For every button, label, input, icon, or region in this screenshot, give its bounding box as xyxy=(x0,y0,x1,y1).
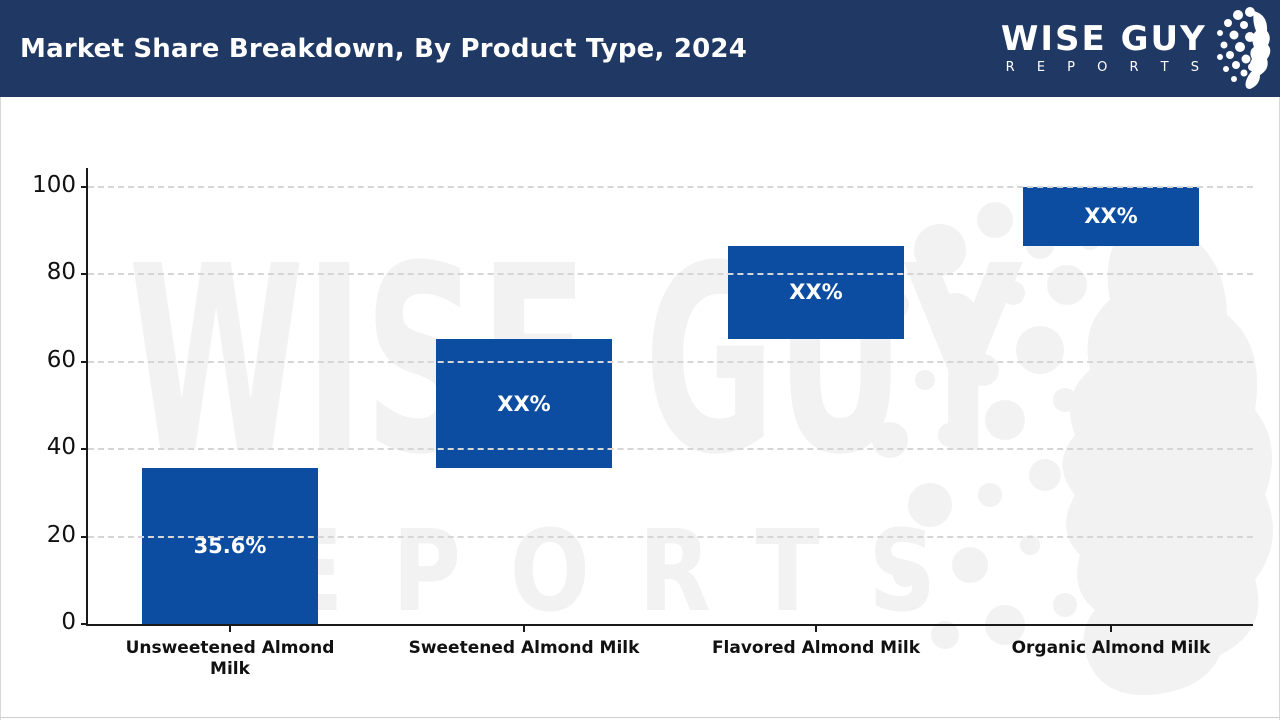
y-tick-label: 60 xyxy=(46,346,76,373)
page-bottom-border xyxy=(0,717,1280,718)
y-tick-label: 40 xyxy=(46,434,76,460)
header: Market Share Breakdown, By Product Type,… xyxy=(0,0,1280,97)
bar-value-label: XX% xyxy=(789,280,843,305)
x-category-label: Unsweetened Almond Milk xyxy=(125,638,335,680)
gridline-y-100 xyxy=(88,185,1253,188)
x-category-label: Organic Almond Milk xyxy=(1011,638,1211,658)
bar-segment: XX% xyxy=(728,246,904,339)
y-tick-mark xyxy=(81,535,88,538)
y-tick-label: 20 xyxy=(46,521,76,548)
x-tick-mark xyxy=(815,625,817,632)
brand-name: WISE GUY xyxy=(1000,19,1207,60)
brand-subtitle: R E P O R T S xyxy=(1005,59,1208,75)
gridline-y-20 xyxy=(88,535,1253,538)
x-tick-mark xyxy=(523,625,525,632)
bar-segment: XX% xyxy=(1023,186,1199,246)
page-left-border xyxy=(0,97,1,720)
x-category-label: Flavored Almond Milk xyxy=(711,638,921,658)
x-category-label: Sweetened Almond Milk xyxy=(408,638,640,658)
y-tick-mark xyxy=(81,185,88,188)
brand-logo: WISE GUY R E P O R T S xyxy=(1000,6,1272,91)
y-tick-label: 0 xyxy=(61,609,76,635)
y-tick-label: 80 xyxy=(46,259,76,285)
brand-logo-text: WISE GUY R E P O R T S xyxy=(1000,19,1208,75)
gridline-y-80 xyxy=(88,273,1253,275)
bar-segment: XX% xyxy=(436,338,612,469)
bar-value-label: XX% xyxy=(1084,204,1138,229)
bar-value-label: XX% xyxy=(497,391,551,416)
y-tick-mark xyxy=(81,273,88,275)
bar-value-label: 35.6% xyxy=(193,534,267,559)
y-tick-mark xyxy=(81,448,88,450)
y-tick-mark xyxy=(81,623,88,625)
x-axis-line xyxy=(86,624,1253,626)
x-tick-mark xyxy=(229,625,231,632)
bar-segment: 35.6% xyxy=(142,468,318,624)
y-axis-line xyxy=(86,168,88,626)
brand-face-icon xyxy=(1217,6,1271,89)
y-tick-label: 100 xyxy=(32,171,76,198)
gridline-y-60 xyxy=(88,360,1253,363)
chart-title: Market Share Breakdown, By Product Type,… xyxy=(20,33,747,64)
x-tick-mark xyxy=(1110,625,1112,632)
gridline-y-40 xyxy=(88,448,1253,450)
y-tick-mark xyxy=(81,360,88,363)
